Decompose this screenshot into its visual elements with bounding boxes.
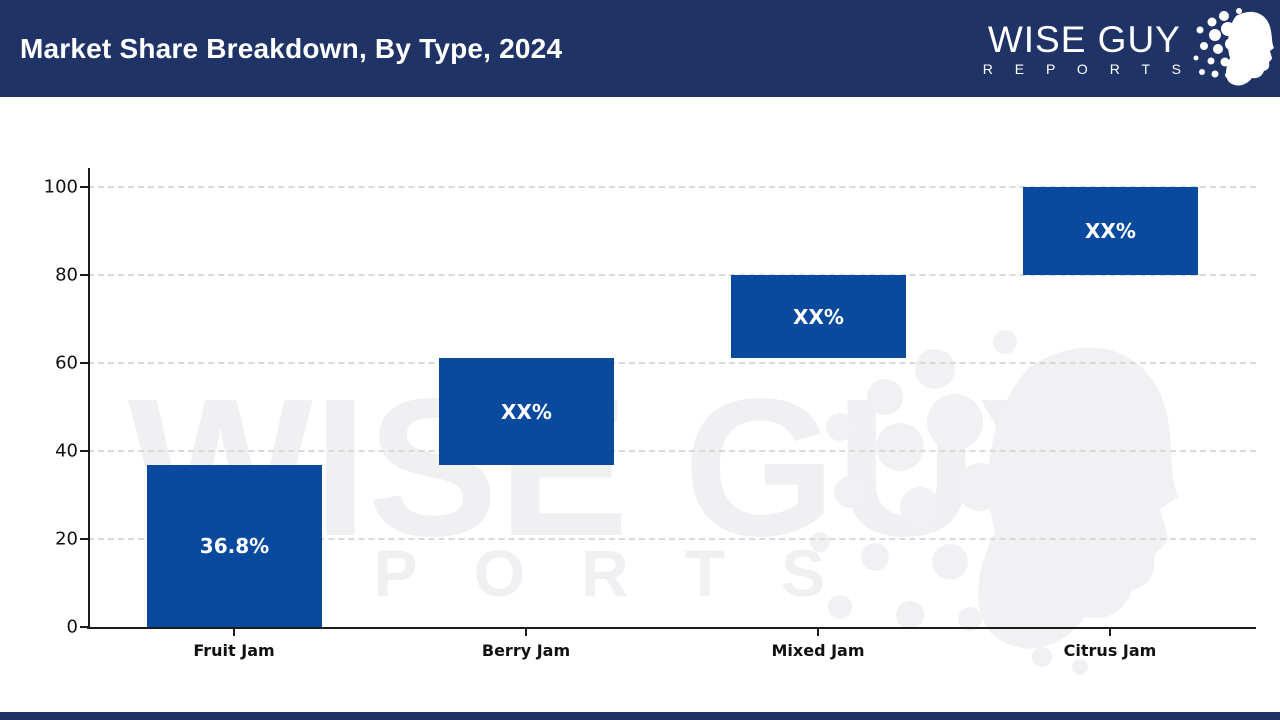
y-tick-mark <box>80 274 88 276</box>
bar-value-label: XX% <box>1085 219 1136 243</box>
bar-fruit-jam: 36.8% <box>147 465 322 627</box>
y-tick-mark <box>80 186 88 188</box>
x-tick-mark <box>1109 629 1111 636</box>
bar-berry-jam: XX% <box>439 358 614 465</box>
y-tick-mark <box>80 626 88 628</box>
y-tick-label: 60 <box>55 352 78 374</box>
gridline-y80 <box>88 274 1256 276</box>
bar-citrus-jam: XX% <box>1023 187 1198 275</box>
x-axis-line <box>87 627 1256 629</box>
x-category-label: Berry Jam <box>481 641 571 660</box>
y-tick-label: 0 <box>66 616 78 638</box>
x-tick-mark <box>525 629 527 636</box>
y-axis-line <box>88 168 90 629</box>
y-tick-mark <box>80 538 88 540</box>
bar-value-label: 36.8% <box>199 534 270 558</box>
gridline-y60 <box>88 362 1256 364</box>
gridline-y100 <box>88 186 1256 188</box>
gridline-y40 <box>88 450 1256 452</box>
x-category-label: Fruit Jam <box>193 641 275 660</box>
x-tick-mark <box>233 629 235 636</box>
logo-subtitle: R E P O R T S <box>982 61 1190 77</box>
x-tick-mark <box>817 629 819 636</box>
bar-mixed-jam: XX% <box>731 275 906 358</box>
x-category-label: Citrus Jam <box>1063 641 1157 660</box>
y-tick-mark <box>80 362 88 364</box>
logo-wordmark: WISE GUY <box>987 19 1181 60</box>
logo-head-icon <box>1193 7 1274 85</box>
waterfall-chart: WISE GUY REPORTS 0 20 40 60 80 100 36.8% Fruit … <box>0 97 1280 712</box>
y-tick-label: 100 <box>43 176 78 198</box>
x-category-label: Mixed Jam <box>771 641 865 660</box>
gridline-y20 <box>88 538 1256 540</box>
y-tick-label: 20 <box>55 528 78 550</box>
watermark-head-icon <box>810 330 1178 675</box>
bar-value-label: XX% <box>793 304 844 329</box>
page-title: Market Share Breakdown, By Type, 2024 <box>20 32 563 64</box>
logo-text: WISE GUY R E P O R T S <box>979 21 1190 76</box>
y-tick-label: 40 <box>55 440 78 462</box>
y-tick-mark <box>80 450 88 452</box>
bar-value-label: XX% <box>501 399 552 424</box>
footer-bar <box>0 712 1280 720</box>
y-tick-label: 80 <box>55 264 78 286</box>
header-bar: Market Share Breakdown, By Type, 2024 WI… <box>0 0 1280 97</box>
wise-guy-logo: WISE GUY R E P O R T S <box>979 0 1280 97</box>
